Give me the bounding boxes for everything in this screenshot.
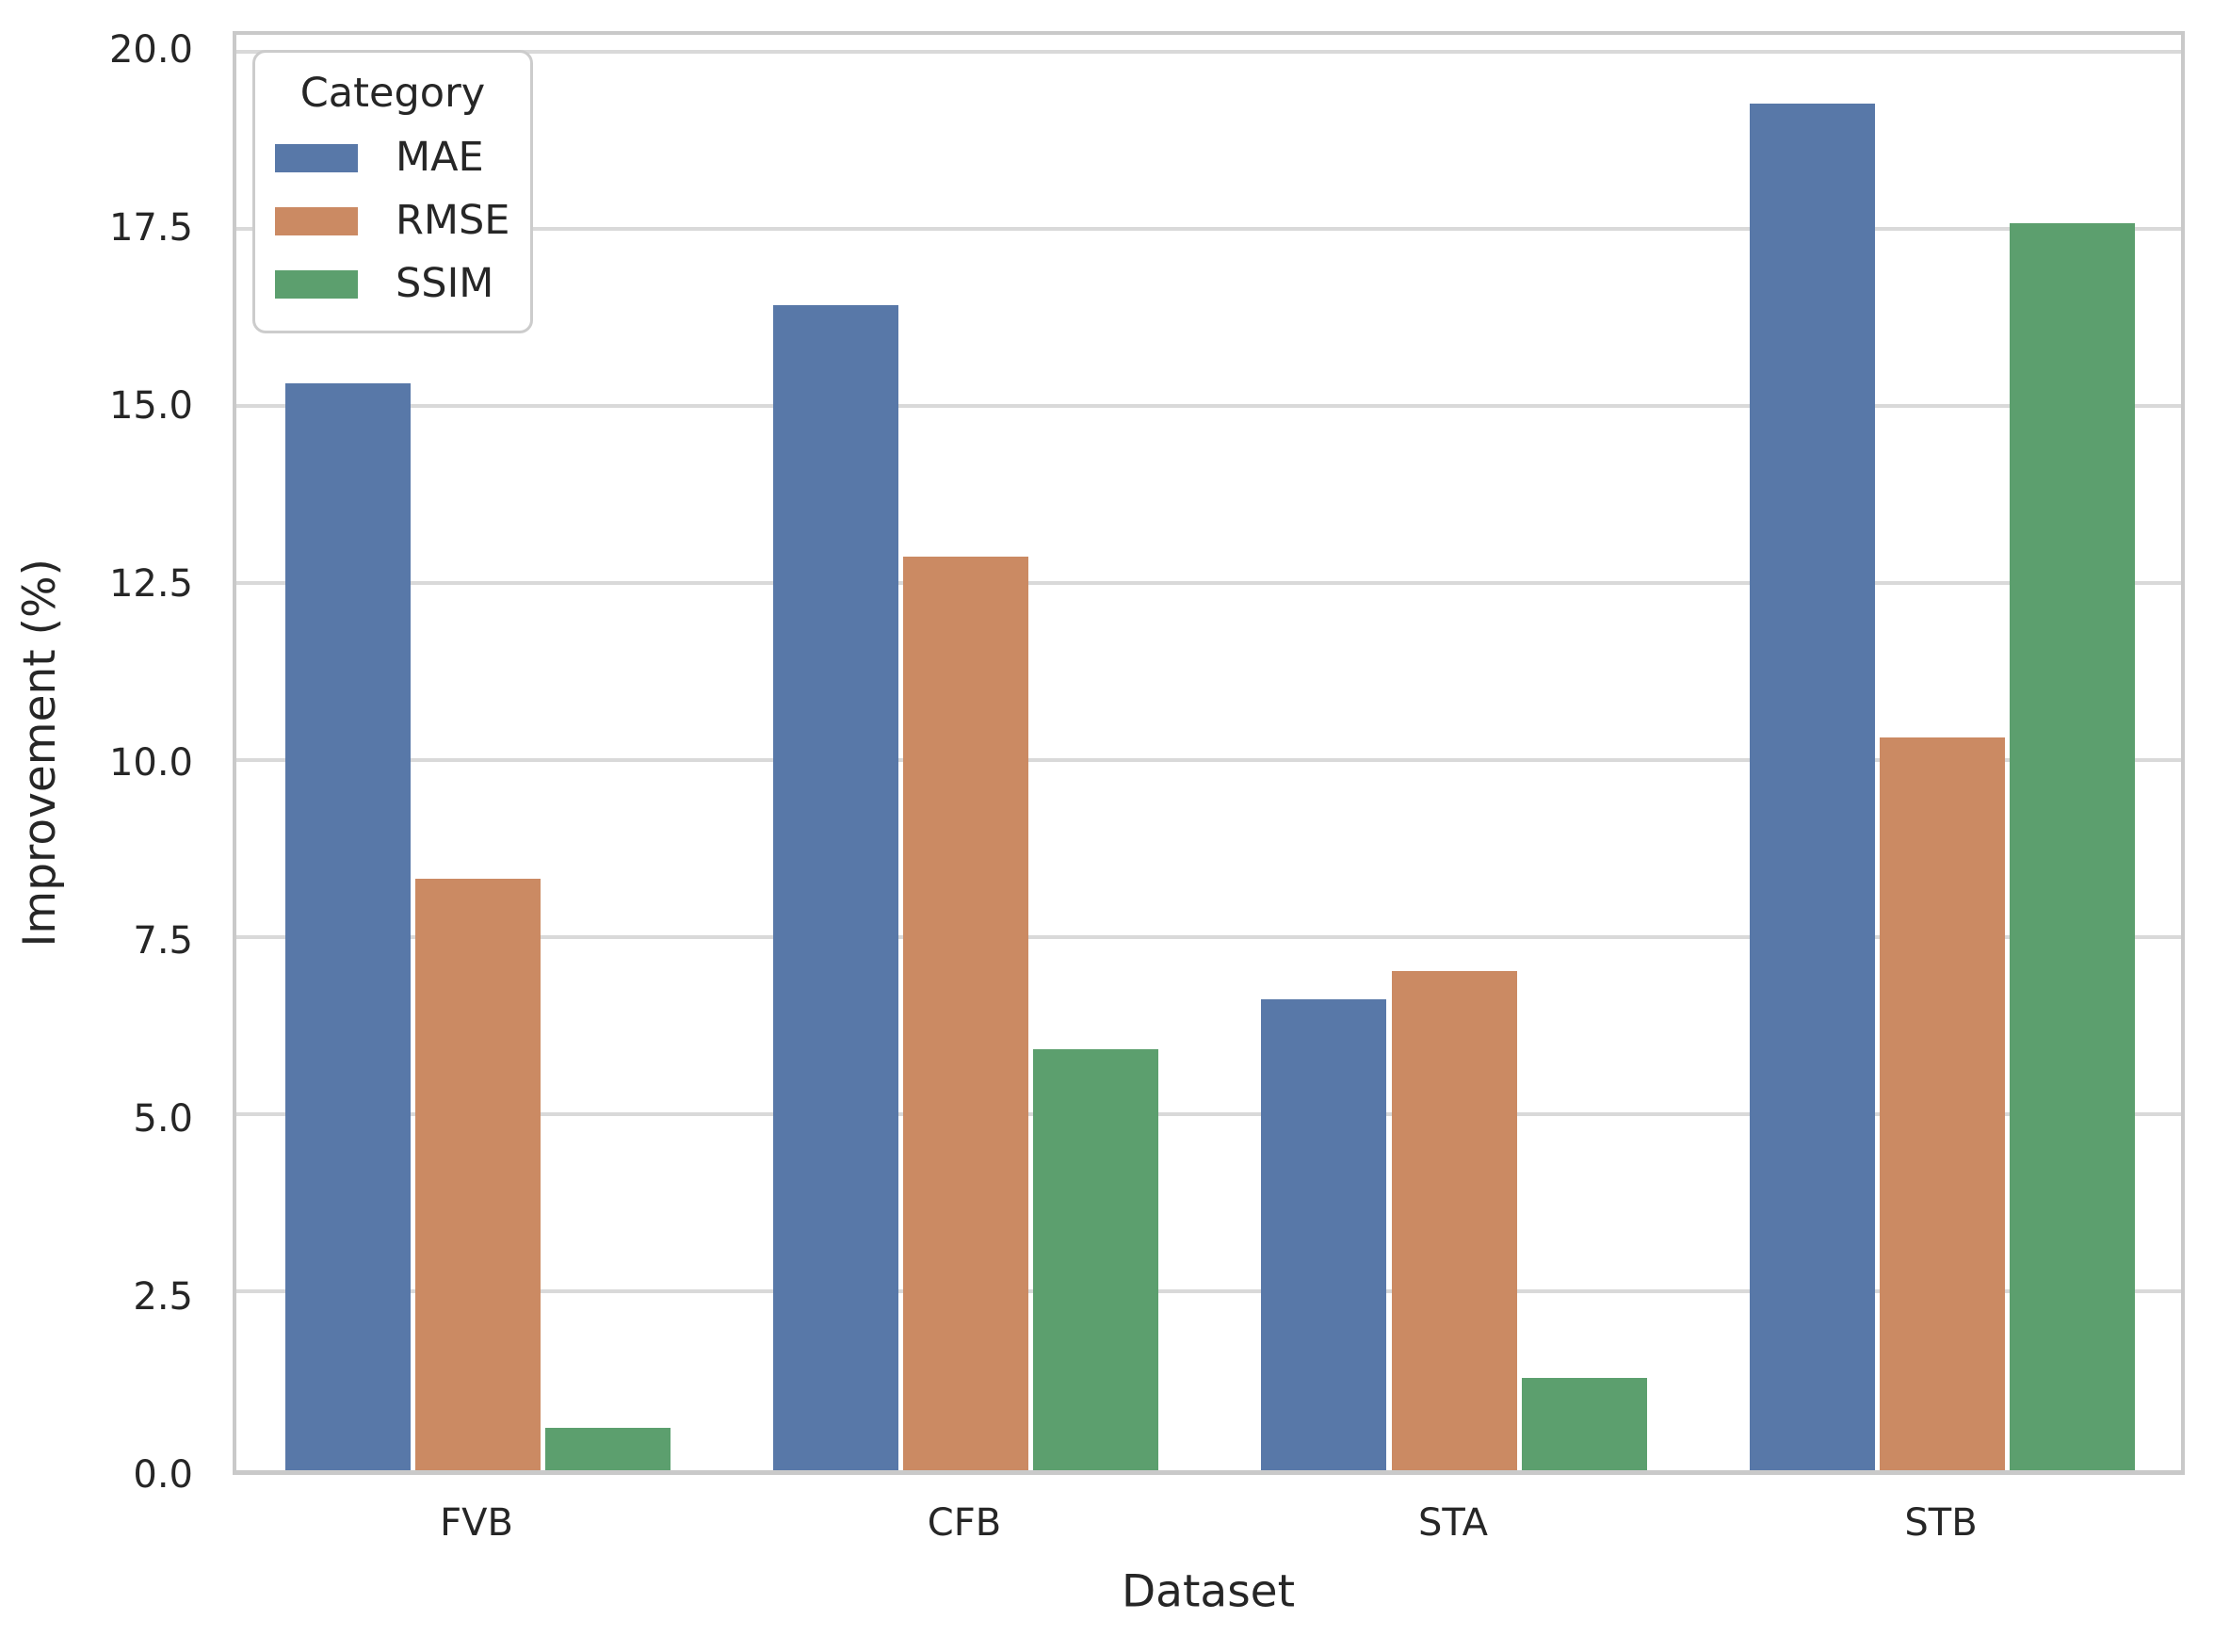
y-tick-label: 7.5 [133, 919, 193, 963]
legend-swatch-ssim-icon [275, 269, 358, 299]
y-tick-label: 17.5 [108, 206, 193, 250]
plot-area [233, 31, 2185, 1475]
legend: Category MAE RMSE SSIM [252, 50, 533, 333]
y-tick-label: 20.0 [108, 28, 193, 72]
y-tick-label: 10.0 [108, 741, 193, 785]
bar-rmse-fvb [415, 879, 541, 1470]
x-tick-label-fvb: FVB [440, 1501, 513, 1545]
legend-items: MAE RMSE SSIM [255, 132, 530, 310]
x-tick-label-stb: STB [1904, 1501, 1978, 1545]
y-tick-label: 5.0 [133, 1097, 193, 1141]
y-tick-label: 15.0 [108, 384, 193, 428]
bar-ssim-cfb [1033, 1048, 1158, 1470]
gridline [236, 403, 2181, 408]
gridline [236, 1289, 2181, 1293]
legend-item-ssim: SSIM [255, 258, 530, 310]
legend-swatch-rmse-icon [275, 206, 358, 235]
legend-item-label: RMSE [396, 197, 510, 244]
bar-rmse-stb [1880, 737, 2005, 1470]
x-tick-label-sta: STA [1417, 1501, 1489, 1545]
y-tick-label: 12.5 [108, 562, 193, 606]
y-tick-label: 2.5 [133, 1275, 193, 1319]
legend-item-label: SSIM [396, 260, 494, 307]
legend-item-mae: MAE [255, 132, 530, 184]
gridline [236, 49, 2181, 54]
bar-mae-sta [1261, 998, 1386, 1470]
bar-mae-cfb [773, 304, 898, 1470]
bar-ssim-stb [2010, 223, 2135, 1470]
bar-ssim-sta [1522, 1378, 1647, 1470]
bar-mae-stb [1750, 103, 1875, 1470]
legend-title: Category [299, 70, 486, 117]
y-tick-label: 0.0 [133, 1453, 193, 1497]
legend-swatch-mae-icon [275, 143, 358, 172]
bar-rmse-cfb [903, 556, 1028, 1470]
bar-rmse-sta [1392, 970, 1517, 1470]
x-tick-label-cfb: CFB [927, 1501, 1002, 1545]
gridline [236, 226, 2181, 231]
legend-item-label: MAE [396, 134, 484, 181]
gridline [236, 1111, 2181, 1116]
legend-item-rmse: RMSE [255, 195, 530, 247]
gridline [236, 757, 2181, 762]
gridline [236, 934, 2181, 939]
bar-mae-fvb [285, 382, 411, 1470]
gridline [236, 580, 2181, 585]
bar-ssim-fvb [545, 1427, 671, 1470]
x-axis-label: Dataset [1121, 1565, 1296, 1618]
